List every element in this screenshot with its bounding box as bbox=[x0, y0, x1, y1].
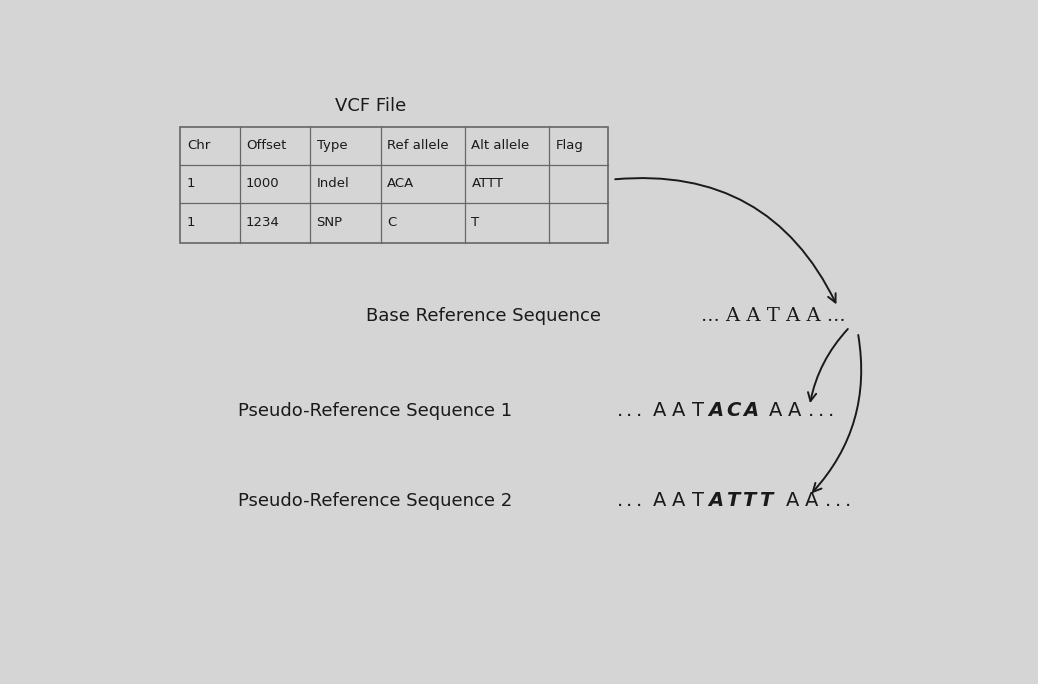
Text: 1: 1 bbox=[187, 216, 195, 229]
Text: Ref allele: Ref allele bbox=[387, 140, 448, 153]
Text: 1: 1 bbox=[187, 177, 195, 190]
Text: $\mathbfit{A\,T\,T\,T}$: $\mathbfit{A\,T\,T\,T}$ bbox=[707, 492, 775, 510]
Text: Chr: Chr bbox=[187, 140, 210, 153]
Text: SNP: SNP bbox=[317, 216, 343, 229]
Text: Offset: Offset bbox=[246, 140, 286, 153]
Text: Indel: Indel bbox=[317, 177, 350, 190]
Text: $\mathrm{A\ A\ ...}$: $\mathrm{A\ A\ ...}$ bbox=[786, 492, 851, 510]
Text: Flag: Flag bbox=[555, 140, 583, 153]
Text: ... A A T A A ...: ... A A T A A ... bbox=[701, 307, 846, 326]
Text: $\mathbfit{A\,C\,A}$: $\mathbfit{A\,C\,A}$ bbox=[707, 402, 759, 420]
Text: $\mathrm{...\ A\ A\ T}$: $\mathrm{...\ A\ A\ T}$ bbox=[617, 402, 706, 420]
Text: VCF File: VCF File bbox=[335, 96, 407, 115]
Text: Type: Type bbox=[317, 140, 348, 153]
Text: C: C bbox=[387, 216, 397, 229]
Text: T: T bbox=[471, 216, 480, 229]
Bar bbox=[181, 127, 608, 243]
Text: ATTT: ATTT bbox=[471, 177, 503, 190]
Text: $\mathrm{A\ A\ ...}$: $\mathrm{A\ A\ ...}$ bbox=[768, 402, 834, 420]
Text: 1234: 1234 bbox=[246, 216, 280, 229]
Text: ACA: ACA bbox=[387, 177, 414, 190]
Text: $\mathrm{...\ A\ A\ T}$: $\mathrm{...\ A\ A\ T}$ bbox=[617, 492, 706, 510]
Text: 1000: 1000 bbox=[246, 177, 279, 190]
Text: Alt allele: Alt allele bbox=[471, 140, 529, 153]
Text: Pseudo-Reference Sequence 1: Pseudo-Reference Sequence 1 bbox=[238, 402, 512, 420]
Text: Base Reference Sequence: Base Reference Sequence bbox=[366, 307, 601, 326]
Text: Pseudo-Reference Sequence 2: Pseudo-Reference Sequence 2 bbox=[238, 492, 512, 510]
